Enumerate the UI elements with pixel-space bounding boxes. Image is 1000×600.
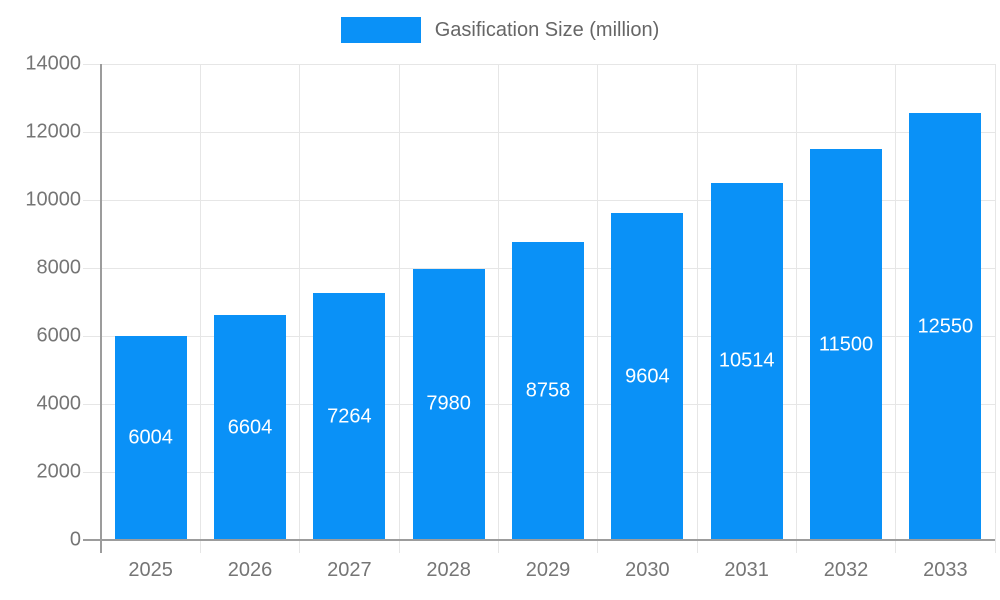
x-tick [199,540,201,553]
y-tick-label: 0 [69,528,81,551]
x-tick-label: 2032 [823,559,869,581]
x-tick [696,540,698,553]
bar-value-label: 6604 [227,416,273,439]
bar [214,315,286,540]
x-tick [994,540,996,553]
chart-legend: Gasification Size (million) [0,17,1000,43]
x-gridline [299,64,301,540]
y-gridline [101,199,995,201]
bar [710,182,783,540]
x-tick-label: 2026 [227,559,273,581]
x-gridline [696,64,698,540]
x-tick-label: 2027 [327,559,372,581]
x-tick-label: 2029 [525,559,571,581]
bar [313,293,386,540]
y-tick [83,471,101,473]
bar [412,268,485,540]
y-tick [83,403,101,405]
x-tick [895,540,897,553]
x-tick-label: 2025 [128,559,173,581]
x-tick [497,540,499,553]
bar-value-label: 8758 [525,379,571,402]
x-gridline [795,64,797,540]
x-tick-label: 2033 [923,559,968,581]
bar [909,113,982,540]
legend-label: Gasification Size (million) [434,18,660,41]
x-tick [299,540,301,553]
y-tick-label: 2000 [36,460,82,483]
y-gridline [101,131,995,133]
y-tick-label: 10000 [25,188,81,211]
x-tick [795,540,797,553]
y-tick [83,267,101,269]
y-axis-line [100,64,102,553]
bar-value-label: 12550 [917,315,974,338]
y-tick-label: 14000 [25,52,81,75]
x-tick [398,540,400,553]
x-axis-line [83,539,995,541]
x-gridline [597,64,599,540]
bar [810,149,882,540]
bar [114,335,187,540]
x-gridline [497,64,499,540]
y-tick-label: 8000 [36,256,82,279]
y-tick [83,335,101,337]
bar-value-label: 11500 [818,333,874,355]
x-gridline [895,64,897,540]
y-tick-label: 12000 [25,120,81,143]
bar [611,213,684,540]
bar-value-label: 10514 [718,349,775,372]
x-tick-label: 2030 [625,559,670,581]
y-tick [83,63,101,65]
bar-value-label: 7264 [327,405,372,427]
y-tick [83,199,101,201]
y-tick [83,131,101,133]
bar-value-label: 6004 [128,426,173,449]
x-gridline [398,64,400,540]
y-tick-label: 4000 [36,392,82,415]
y-gridline [101,63,995,65]
y-tick-label: 6000 [36,324,82,347]
bar-value-label: 9604 [625,365,670,388]
x-tick [597,540,599,553]
bar [512,242,584,540]
x-tick-label: 2028 [426,559,471,581]
x-gridline [994,64,996,540]
bar-value-label: 7980 [426,392,471,415]
x-tick-label: 2031 [724,559,769,581]
legend-swatch [340,17,421,43]
x-gridline [199,64,201,540]
